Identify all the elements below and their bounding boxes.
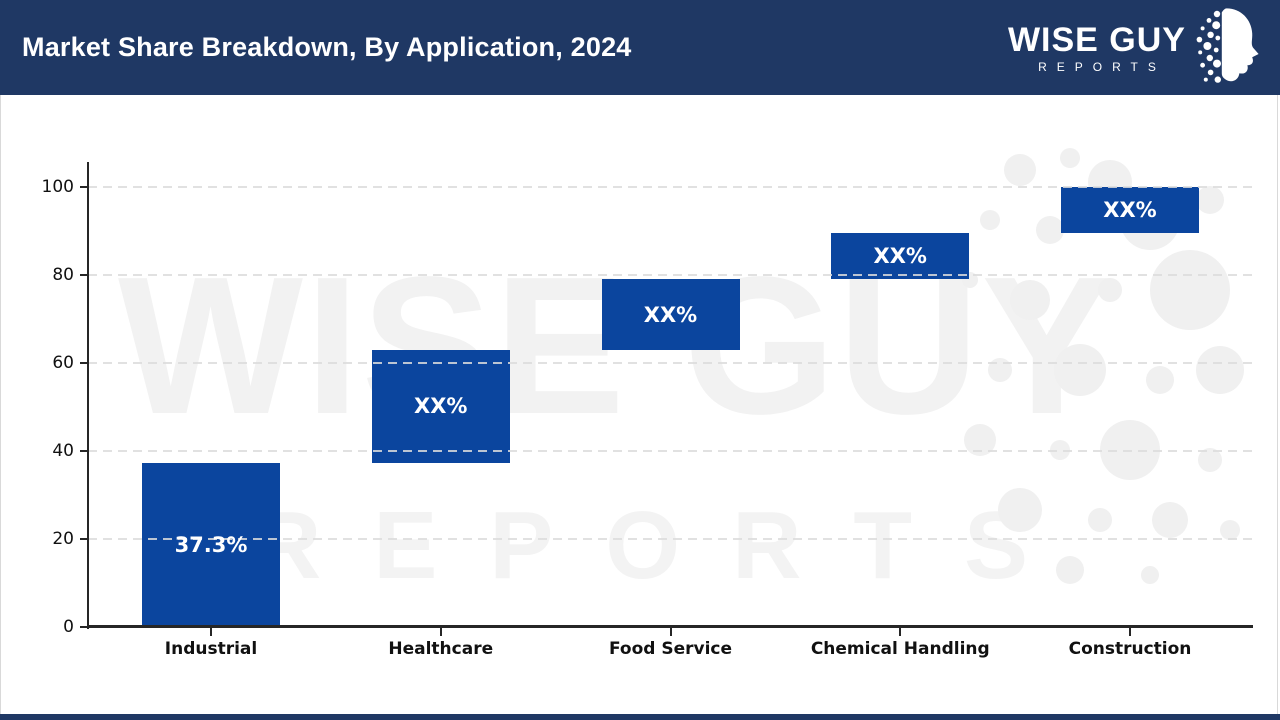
y-tick-label: 60 bbox=[52, 353, 74, 373]
bar-chemical-handling bbox=[831, 233, 970, 280]
y-tick-label: 40 bbox=[52, 441, 74, 461]
bar-industrial bbox=[142, 462, 280, 627]
bar-value-label: XX% bbox=[414, 394, 468, 419]
x-category-label: Construction bbox=[1068, 639, 1192, 659]
y-tick-mark bbox=[80, 538, 87, 540]
x-axis-line bbox=[87, 625, 1253, 628]
x-category-label: Healthcare bbox=[388, 639, 494, 659]
bar-food-service bbox=[601, 279, 740, 350]
logo-text: WISE GUY REPORTS bbox=[1008, 23, 1186, 73]
y-tick-mark bbox=[80, 274, 87, 276]
y-axis-line bbox=[87, 162, 89, 629]
watermark-subtitle: REPORTS bbox=[252, 492, 1081, 599]
page-title: Market Share Breakdown, By Application, … bbox=[22, 32, 632, 62]
footer-strip bbox=[0, 714, 1280, 720]
gridline-40 bbox=[88, 450, 1253, 452]
x-category-label: Chemical Handling bbox=[810, 639, 990, 659]
dotted-face-logo-icon bbox=[1188, 6, 1262, 90]
gridline-80 bbox=[88, 274, 1253, 276]
x-tick-mark bbox=[210, 628, 212, 636]
wise-guy-reports-logo: WISE GUY REPORTS bbox=[1008, 6, 1262, 90]
x-tick-mark bbox=[899, 628, 902, 636]
x-tick-mark bbox=[439, 628, 442, 636]
bar-value-label: XX% bbox=[1103, 198, 1157, 223]
y-tick-mark bbox=[80, 450, 87, 452]
gridline-20 bbox=[88, 538, 1253, 540]
header-band: Market Share Breakdown, By Application, … bbox=[0, 0, 1280, 95]
y-tick-label: 20 bbox=[52, 529, 74, 549]
watermark-dotted-face-icon bbox=[900, 140, 1260, 604]
bar-value-label: XX% bbox=[873, 244, 927, 269]
y-tick-mark bbox=[80, 186, 87, 188]
gridline-60 bbox=[88, 362, 1253, 364]
x-tick-mark bbox=[1129, 628, 1131, 636]
bar-healthcare bbox=[371, 349, 510, 463]
x-tick-mark bbox=[669, 628, 672, 636]
y-tick-label: 100 bbox=[41, 177, 74, 197]
logo-subtitle: REPORTS bbox=[1038, 59, 1166, 74]
x-category-label: Industrial bbox=[164, 639, 258, 659]
bar-value-label: XX% bbox=[643, 302, 698, 327]
bar-construction bbox=[1061, 187, 1199, 234]
y-tick-label: 80 bbox=[52, 265, 74, 285]
logo-wordmark: WISE GUY bbox=[1007, 20, 1186, 59]
x-category-label: Food Service bbox=[608, 639, 733, 659]
y-tick-label: 0 bbox=[63, 617, 74, 637]
bar-value-label: 37.3% bbox=[174, 532, 248, 557]
gridline-100 bbox=[88, 186, 1253, 188]
y-tick-mark bbox=[80, 626, 87, 628]
y-tick-mark bbox=[80, 362, 87, 364]
